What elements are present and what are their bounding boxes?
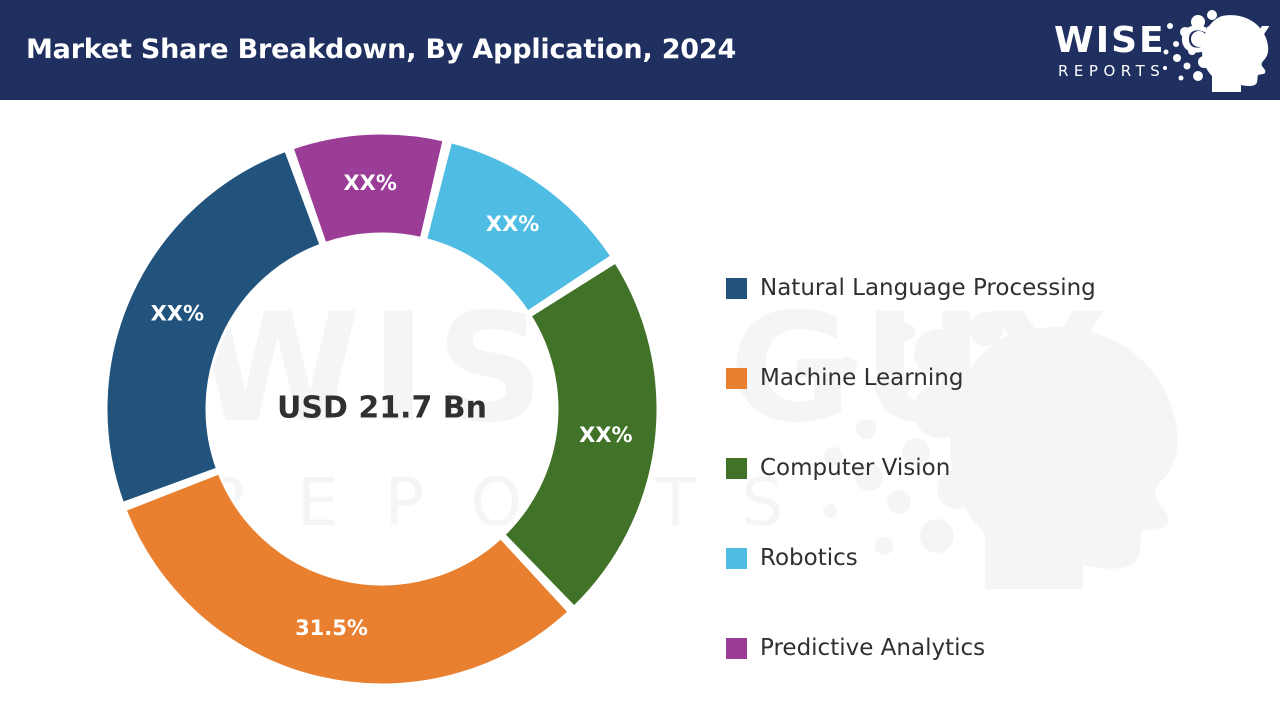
logo-text-primary: WISE GUY [1054, 20, 1271, 61]
slice-label-machine-learning: 31.5% [295, 616, 368, 640]
donut-center-value: USD 21.7 Bn [277, 391, 487, 426]
logo-head-icon [1163, 10, 1269, 93]
slice-predictive-analytics[interactable] [290, 131, 446, 246]
legend-label: Computer Vision [760, 454, 951, 481]
donut-slices [104, 131, 660, 687]
slice-label-natural-language-processing: XX% [151, 301, 204, 325]
page-title: Market Share Breakdown, By Application, … [26, 34, 737, 65]
legend-swatch-icon [726, 457, 747, 479]
chart-legend: Natural Language Processing Machine Lear… [726, 243, 1246, 693]
slice-machine-learning[interactable] [123, 470, 572, 687]
logo-text-secondary: REPORTS [1058, 62, 1165, 80]
slice-natural-language-processing[interactable] [104, 148, 323, 506]
donut-slice-labels: XX% XX% XX% 31.5% XX% [151, 171, 633, 640]
legend-swatch-icon [726, 277, 747, 299]
legend-swatch-icon [726, 367, 747, 389]
legend-label: Robotics [760, 544, 858, 571]
slice-label-computer-vision: XX% [579, 423, 632, 447]
page-header: Market Share Breakdown, By Application, … [0, 0, 1280, 100]
wise-guy-reports-logo: WISE GUY REPORTS [1046, 6, 1276, 94]
legend-item-machine-learning[interactable]: Machine Learning [726, 333, 1246, 423]
legend-label: Machine Learning [760, 364, 964, 391]
slice-robotics[interactable] [423, 139, 614, 315]
donut-chart: XX% XX% XX% 31.5% XX% USD 21.7 Bn [0, 100, 780, 720]
slice-label-robotics: XX% [486, 212, 539, 236]
chart-area: WISE GUY REPORTS XX% XX% XX% [0, 100, 1280, 720]
legend-item-computer-vision[interactable]: Computer Vision [726, 423, 1246, 513]
legend-swatch-icon [726, 637, 747, 659]
slice-computer-vision[interactable] [501, 259, 660, 610]
legend-item-robotics[interactable]: Robotics [726, 513, 1246, 603]
legend-item-predictive-analytics[interactable]: Predictive Analytics [726, 603, 1246, 693]
legend-item-natural-language-processing[interactable]: Natural Language Processing [726, 243, 1246, 333]
legend-label: Predictive Analytics [760, 634, 986, 661]
legend-label: Natural Language Processing [760, 274, 1096, 301]
slice-label-predictive-analytics: XX% [343, 171, 396, 195]
legend-swatch-icon [726, 547, 747, 569]
